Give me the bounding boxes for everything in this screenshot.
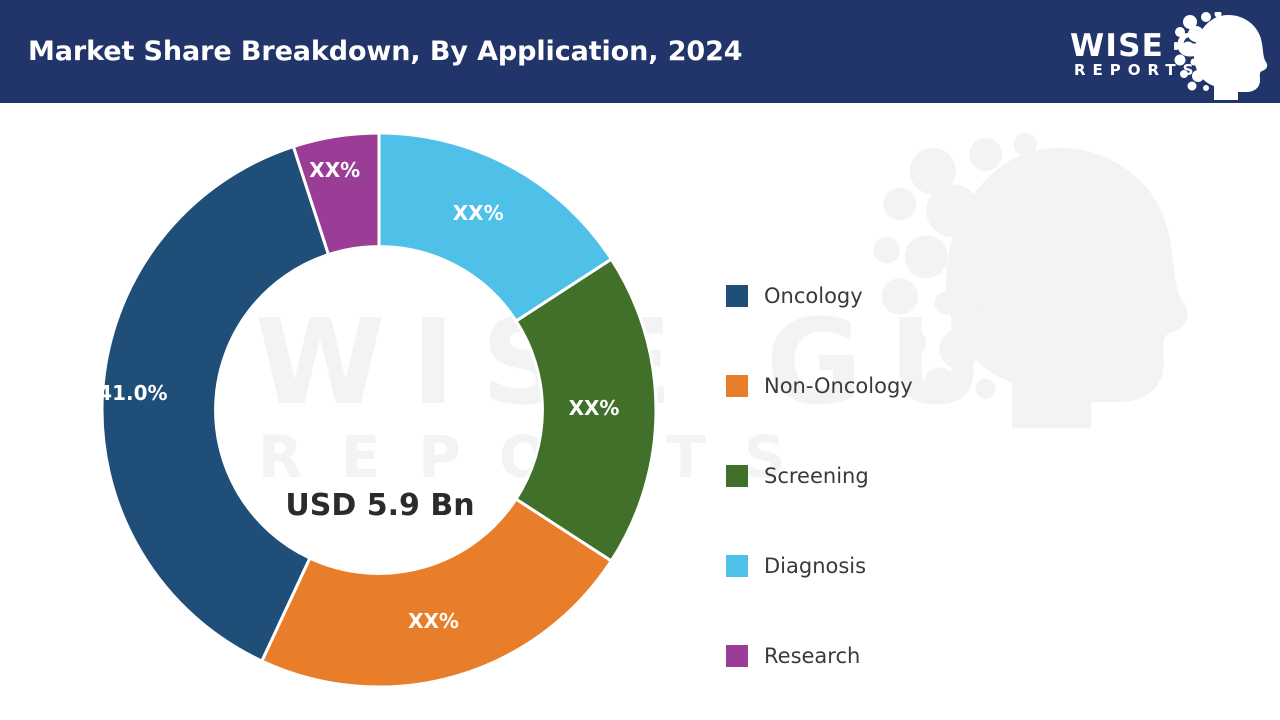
legend-item-research[interactable]: Research [726, 611, 1026, 701]
slice-data-label-screening: XX% [568, 396, 620, 420]
legend-item-label: Research [764, 644, 861, 668]
legend-item-oncology[interactable]: Oncology [726, 251, 1026, 341]
donut-center-label: USD 5.9 Bn [285, 488, 475, 523]
head-silhouette-icon [1174, 12, 1268, 100]
legend-item-label: Screening [764, 464, 869, 488]
legend-item-label: Diagnosis [764, 554, 867, 578]
legend-item-non-oncology[interactable]: Non-Oncology [726, 341, 1026, 431]
logo-secondary-text: REPORTS [1074, 61, 1201, 79]
page-title: Market Share Breakdown, By Application, … [28, 36, 743, 67]
chart-area: WISE GUY REPORTS USD 5.9 Bn 41.0%XX%X [0, 103, 1280, 720]
pie-slice-screening[interactable] [513, 257, 658, 563]
pie-slice-research[interactable] [291, 131, 381, 257]
legend-swatch-icon [726, 465, 748, 487]
slice-data-label-non-oncology: XX% [408, 609, 459, 633]
legend-swatch-icon [726, 375, 748, 397]
pie-slice-oncology[interactable] [100, 144, 331, 664]
legend-swatch-icon [726, 645, 748, 667]
brand-logo: WISE GUY REPORTS [1026, 6, 1276, 100]
legend-swatch-icon [726, 285, 748, 307]
legend-swatch-icon [726, 555, 748, 577]
slice-data-label-oncology: 41.0% [98, 380, 168, 405]
legend-item-label: Non-Oncology [764, 374, 913, 398]
pie-slice-non-oncology[interactable] [259, 496, 614, 689]
chart-legend: Oncology Non-Oncology Screening Diagnosi… [726, 251, 1026, 701]
slice-data-label-diagnosis: XX% [452, 201, 504, 226]
donut-chart [100, 131, 658, 689]
legend-item-label: Oncology [764, 284, 863, 308]
legend-item-diagnosis[interactable]: Diagnosis [726, 521, 1026, 611]
slice-data-label-research: XX% [309, 157, 361, 182]
legend-item-screening[interactable]: Screening [726, 431, 1026, 521]
page-header: Market Share Breakdown, By Application, … [0, 0, 1280, 103]
pie-slice-diagnosis[interactable] [377, 131, 614, 324]
